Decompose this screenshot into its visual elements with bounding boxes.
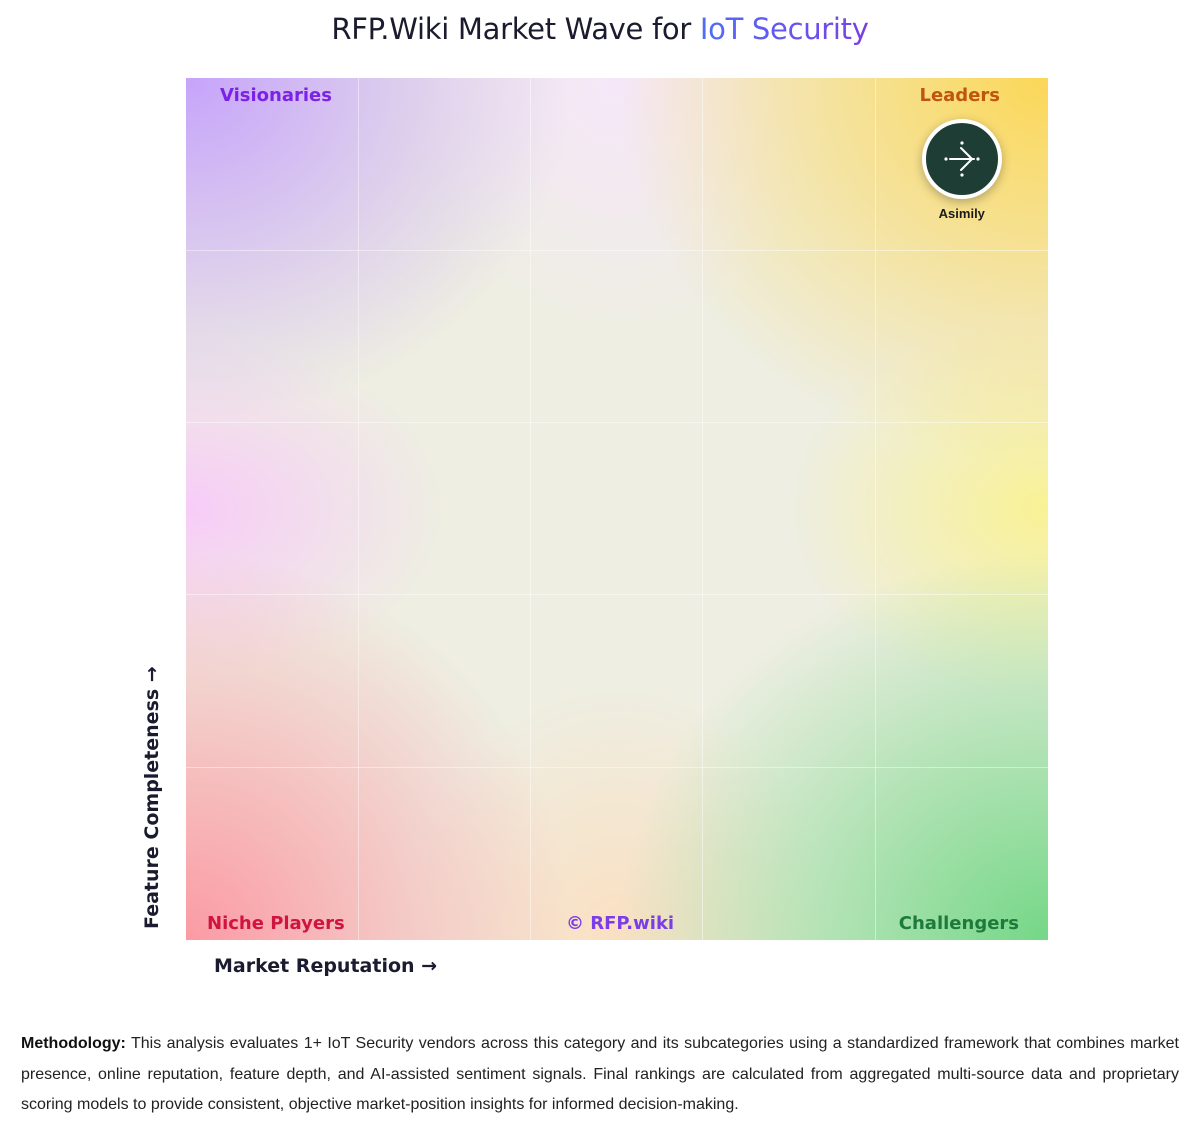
asimily-arrow-logo-icon <box>921 118 1002 199</box>
watermark-label: © RFP.wiki <box>566 913 675 934</box>
methodology-note: Methodology: This analysis evaluates 1+ … <box>21 1029 1179 1121</box>
title-highlight: IoT Security <box>699 12 869 46</box>
grid-line <box>186 250 1048 251</box>
grid-line <box>186 594 1048 595</box>
quadrant-label-challengers: Challengers <box>898 913 1019 934</box>
x-axis-label: Market Reputation → <box>214 955 438 977</box>
vendor-point[interactable]: Asimily <box>902 118 1022 221</box>
grid-line <box>358 78 359 940</box>
grid-line <box>875 78 876 940</box>
title-prefix: RFP.Wiki Market Wave for <box>331 12 700 46</box>
grid-line <box>186 767 1048 768</box>
methodology-label: Methodology: <box>21 1035 126 1052</box>
y-axis-label: Feature Completeness → <box>141 666 163 929</box>
page-title: RFP.Wiki Market Wave for IoT Security <box>0 12 1200 46</box>
quadrant-label-leaders: Leaders <box>919 85 1000 106</box>
grid-line <box>186 422 1048 423</box>
vendor-name-label: Asimily <box>938 205 985 221</box>
methodology-text: This analysis evaluates 1+ IoT Security … <box>21 1035 1180 1113</box>
quadrant-label-niche-players: Niche Players <box>207 913 345 934</box>
grid-line <box>530 78 531 940</box>
grid-line <box>702 78 703 940</box>
market-wave-chart: Visionaries Leaders Niche Players Challe… <box>186 78 1048 940</box>
quadrant-label-visionaries: Visionaries <box>220 85 332 106</box>
